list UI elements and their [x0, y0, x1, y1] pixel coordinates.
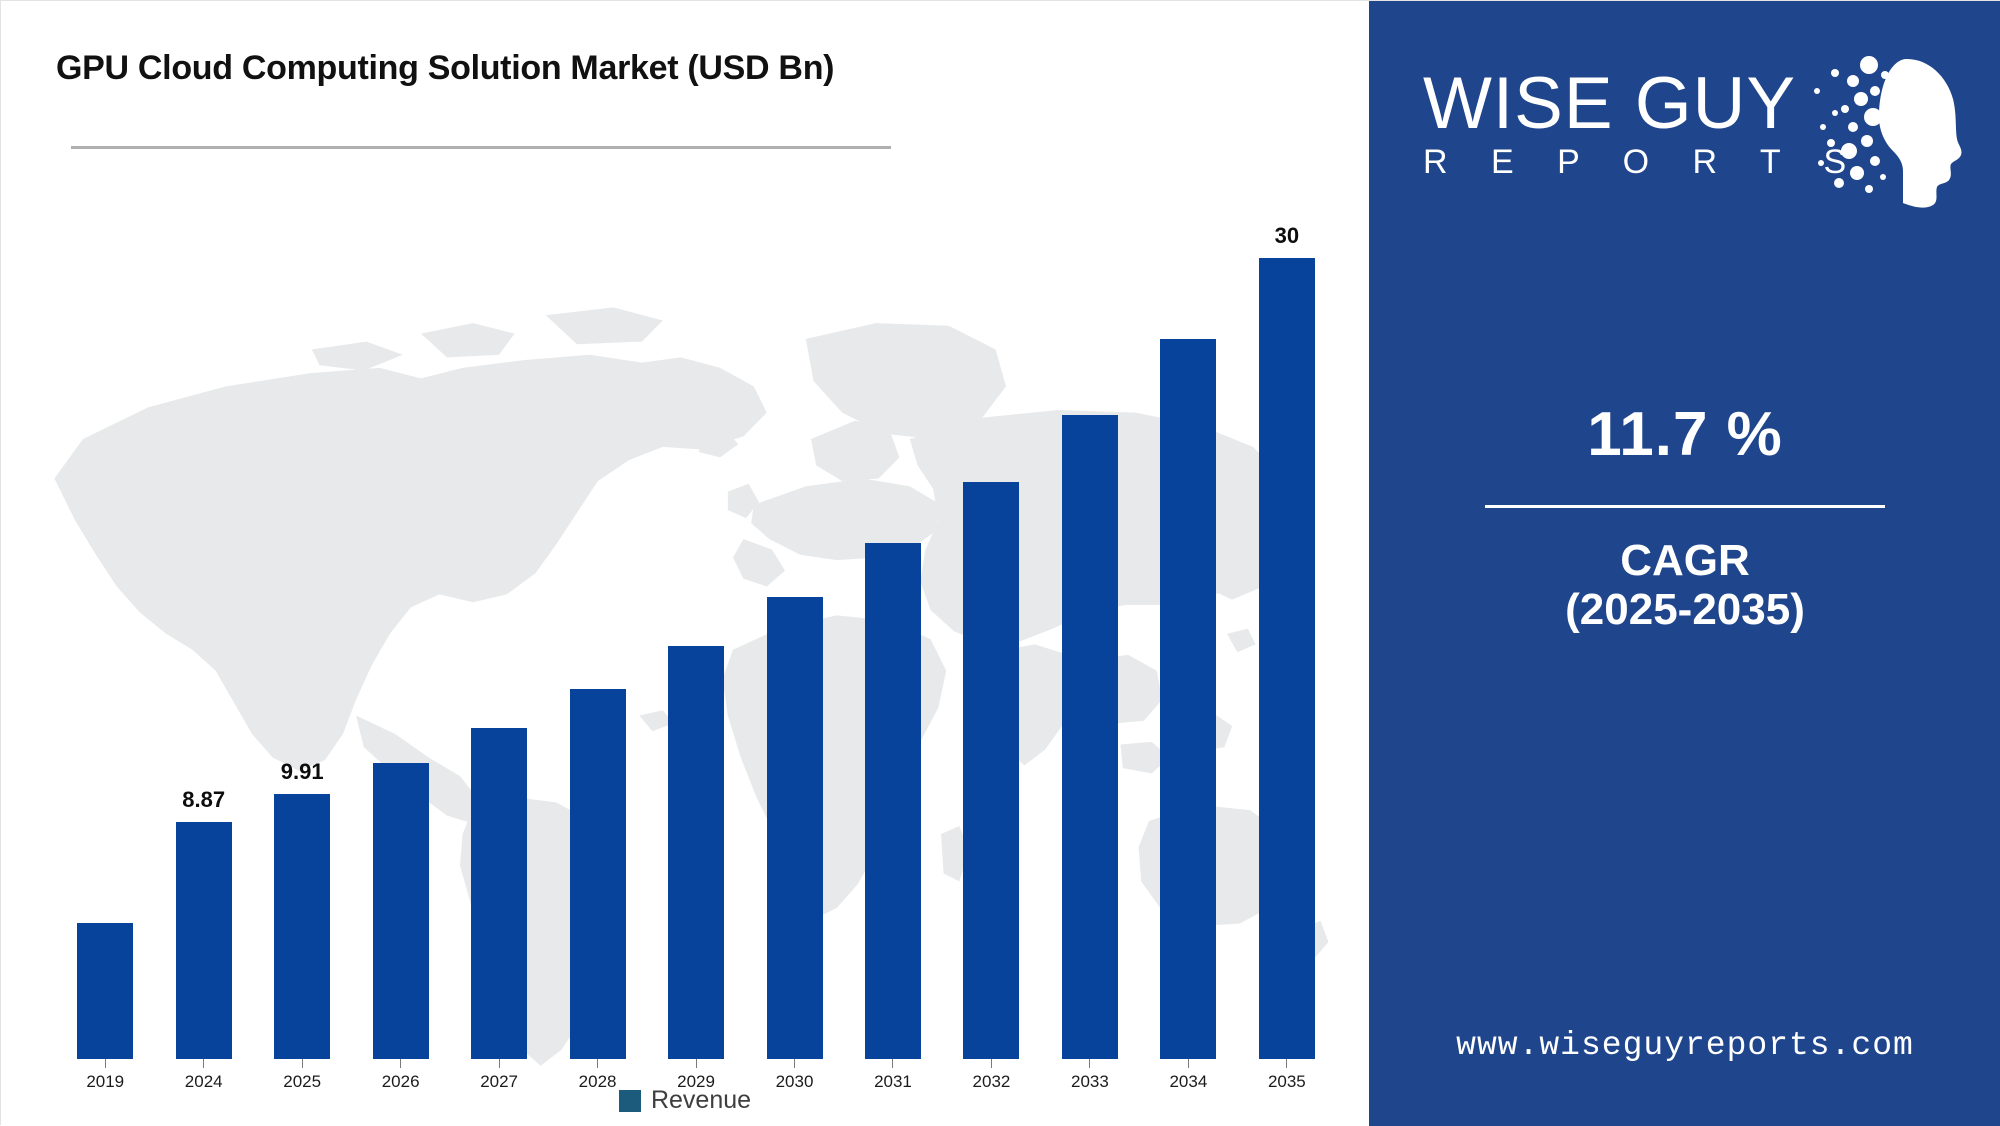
cagr-label: CAGR [1620, 536, 1750, 586]
tick-mark-icon [892, 1059, 894, 1068]
x-tick-label: 2029 [677, 1072, 715, 1091]
x-tick: 2029 [647, 1059, 745, 1105]
tick-mark-icon [1286, 1059, 1288, 1068]
x-tick-label: 2032 [972, 1072, 1011, 1091]
bar-2019[interactable] [77, 923, 134, 1059]
tick-mark-icon [498, 1059, 500, 1068]
bar-slot [1139, 231, 1237, 1059]
bar-slot [745, 231, 843, 1059]
bar-2027[interactable] [471, 727, 528, 1059]
x-tick-label: 2031 [874, 1072, 912, 1091]
x-tick-label: 2034 [1169, 1072, 1208, 1091]
tick-mark-icon [104, 1059, 106, 1068]
bar-2024[interactable]: 8.87 [175, 787, 232, 1059]
tick-mark-icon [301, 1059, 303, 1068]
x-tick-label: 2026 [381, 1072, 420, 1091]
x-tick-label: 2028 [578, 1072, 617, 1091]
tick-mark-icon [990, 1059, 992, 1068]
x-tick: 2032 [942, 1059, 1040, 1105]
bar-value-label: 8.87 [182, 787, 226, 813]
logo-wordmark: WISE GUY R E P O R T S [1423, 63, 1864, 182]
cagr-divider [1485, 505, 1885, 509]
bar-2029[interactable] [668, 645, 725, 1059]
x-tick-label: 2030 [775, 1072, 814, 1091]
chart-legend: Revenue [1, 1086, 1369, 1115]
cagr-value: 11.7 % [1587, 400, 1783, 469]
bar-2032[interactable] [963, 482, 1020, 1059]
bar-chart-plot: 8.87 9.91 30 [56, 223, 1336, 1059]
bar-series-revenue: 8.87 9.91 30 [56, 223, 1336, 1059]
x-tick: 2019 [56, 1059, 154, 1105]
x-tick-label: 2035 [1267, 1072, 1306, 1091]
x-tick-label: 2033 [1071, 1072, 1109, 1091]
bar-value-label: 9.91 [280, 759, 324, 785]
x-tick: 2025 [253, 1059, 351, 1105]
title-divider [71, 146, 891, 149]
bar-slot [1041, 231, 1139, 1059]
bar-2034[interactable] [1160, 339, 1217, 1059]
bar-2030[interactable] [766, 597, 823, 1059]
cagr-block: 11.7 % CAGR (2025-2035) [1369, 400, 2000, 635]
x-tick: 2026 [351, 1059, 449, 1105]
bar-2025[interactable]: 9.91 [274, 759, 331, 1059]
bar-slot [548, 231, 646, 1059]
tick-mark-icon [1187, 1059, 1189, 1068]
x-axis-ticks: 2019 2024 2025 2026 2027 2028 2029 2030 … [56, 1059, 1336, 1105]
x-tick-label: 2027 [480, 1072, 519, 1091]
tick-mark-icon [1089, 1059, 1091, 1068]
bar-slot [647, 231, 745, 1059]
bar-2035[interactable]: 30 [1258, 223, 1315, 1059]
bar-slot: 8.87 [154, 231, 252, 1059]
tick-mark-icon [400, 1059, 402, 1068]
bar-2031[interactable] [864, 542, 921, 1059]
x-tick: 2024 [154, 1059, 252, 1105]
x-tick-label: 2019 [86, 1072, 125, 1091]
logo-line-reports: R E P O R T S [1423, 143, 1864, 182]
bar-slot [56, 231, 154, 1059]
x-tick-label: 2025 [283, 1072, 322, 1091]
bar-2033[interactable] [1061, 414, 1118, 1059]
bar-slot [844, 231, 942, 1059]
chart-panel: GPU Cloud Computing Solution Market (USD… [1, 1, 1369, 1126]
x-tick: 2028 [548, 1059, 646, 1105]
legend-swatch-icon [618, 1089, 641, 1112]
x-tick-label: 2024 [184, 1072, 223, 1091]
bar-value-label: 30 [1274, 222, 1300, 248]
bar-slot [351, 231, 449, 1059]
wiseguy-logo[interactable]: WISE GUY R E P O R T S [1403, 51, 1969, 221]
bar-2028[interactable] [569, 689, 626, 1059]
x-tick: 2027 [450, 1059, 548, 1105]
x-tick: 2031 [844, 1059, 942, 1105]
logo-line-wiseguy: WISE GUY [1423, 63, 1797, 144]
bar-slot: 9.91 [253, 231, 351, 1059]
website-url[interactable]: www.wiseguyreports.com [1456, 1027, 1914, 1064]
x-tick: 2035 [1238, 1059, 1336, 1105]
tick-mark-icon [794, 1059, 796, 1068]
tick-mark-icon [597, 1059, 599, 1068]
cagr-period: (2025-2035) [1565, 585, 1805, 635]
tick-mark-icon [695, 1059, 697, 1068]
page-title: GPU Cloud Computing Solution Market (USD… [56, 49, 835, 87]
bar-slot [942, 231, 1040, 1059]
x-tick: 2030 [745, 1059, 843, 1105]
bar-slot [450, 231, 548, 1059]
x-tick: 2033 [1041, 1059, 1139, 1105]
brand-panel: WISE GUY R E P O R T S [1369, 1, 2000, 1126]
bar-slot: 30 [1238, 223, 1336, 1059]
dotted-head-icon [1757, 51, 1967, 211]
x-tick: 2034 [1139, 1059, 1237, 1105]
bar-2026[interactable] [372, 762, 429, 1059]
legend-label: Revenue [650, 1086, 752, 1114]
tick-mark-icon [203, 1059, 205, 1068]
